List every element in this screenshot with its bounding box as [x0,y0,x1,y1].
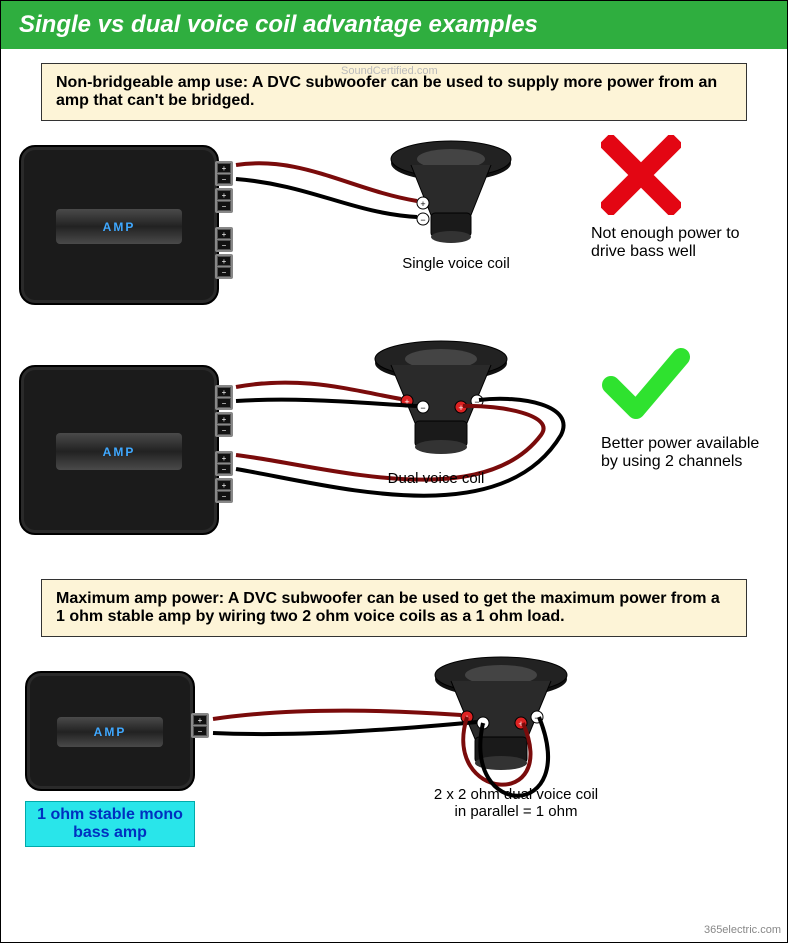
caption-svc: Single voice coil [391,255,521,272]
check-icon [601,345,691,430]
svg-text:+: + [458,403,463,413]
term-minus: − [217,240,231,250]
page-title: Single vs dual voice coil advantage exam… [19,11,538,38]
cross-icon [601,135,681,220]
svg-text:+: + [404,397,409,407]
svg-text:−: − [480,719,485,729]
term-minus: − [217,398,231,408]
term-minus: − [217,201,231,211]
speaker-svc: + − [381,135,521,255]
example-2: AMP +− +− +− +− + − + [1,335,787,565]
term-plus: + [217,229,231,239]
svg-text:−: − [534,713,539,723]
page: Single vs dual voice coil advantage exam… [0,0,788,943]
amp-2-terminals: +− +− +− +− [215,385,233,503]
watermark-center: SoundCertified.com [341,65,438,77]
term-plus: + [217,480,231,490]
term-plus: + [217,190,231,200]
amp-3-terminals: +− [191,713,209,738]
svg-text:+: + [420,199,425,209]
side-text-1: Not enough power to drive bass well [591,225,761,261]
term-plus: + [217,256,231,266]
amp-3: AMP +− [25,671,195,791]
term-minus: − [217,464,231,474]
amp-1-labelbar: AMP [56,209,181,243]
term-plus: + [193,715,207,725]
term-plus: + [217,453,231,463]
term-plus: + [217,163,231,173]
svg-text:+: + [464,713,469,723]
term-minus: − [217,425,231,435]
mono-amp-label: 1 ohm stable mono bass amp [25,801,195,847]
page-title-bar: Single vs dual voice coil advantage exam… [1,1,787,49]
svg-text:−: − [474,397,479,407]
amp-3-labelbar: AMP [57,717,163,747]
infobox-1-text: Non-bridgeable amp use: A DVC subwoofer … [56,74,717,109]
side-text-2: Better power available by using 2 channe… [601,435,761,471]
speaker-dvc: + − + − [361,335,521,465]
amp-2-labelbar: AMP [56,433,181,470]
term-plus: + [217,414,231,424]
term-plus: + [217,387,231,397]
caption-dvc-parallel: 2 x 2 ohm dual voice coil in parallel = … [431,786,601,820]
term-minus: − [217,491,231,501]
amp-3-label: AMP [94,725,127,739]
svg-text:−: − [420,403,425,413]
amp-1-terminals: +− +− +− +− [215,161,233,279]
example-1: AMP +− +− +− +− + − [1,135,787,335]
amp-2: AMP +− +− +− +− [19,365,219,535]
amp-2-label: AMP [103,445,136,459]
speaker-dvc-parallel: + − + − [421,651,581,781]
infobox-2-text: Maximum amp power: A DVC subwoofer can b… [56,590,720,625]
caption-dvc: Dual voice coil [361,470,511,487]
watermark-right: 365electric.com [704,924,781,936]
term-minus: − [217,174,231,184]
infobox-2: Maximum amp power: A DVC subwoofer can b… [41,579,747,637]
term-minus: − [193,726,207,736]
example-3: AMP +− + − + − [1,651,787,871]
svg-text:−: − [420,215,425,225]
svg-text:+: + [518,719,523,729]
term-minus: − [217,267,231,277]
amp-1-label: AMP [103,220,136,234]
amp-1: AMP +− +− +− +− [19,145,219,305]
